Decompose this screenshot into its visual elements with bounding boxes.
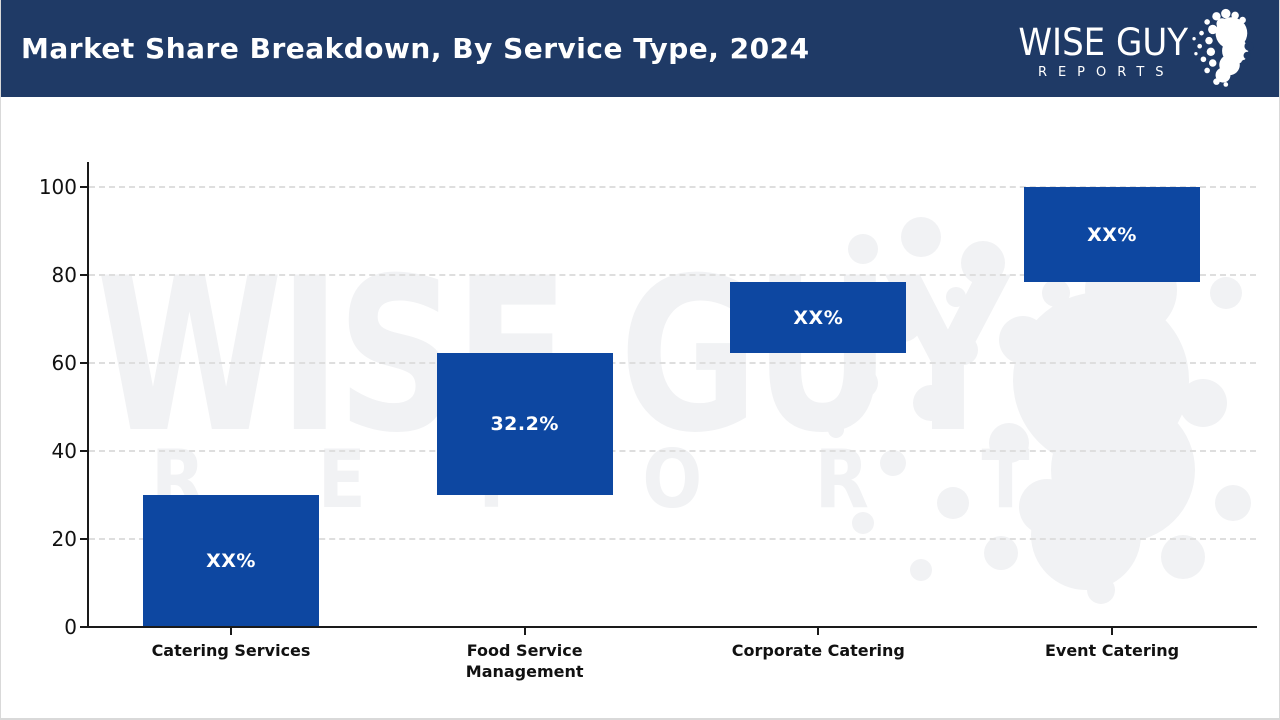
gridline-40 bbox=[89, 450, 1256, 452]
logo-text: WISE GUY REPORTS bbox=[1011, 24, 1195, 79]
y-tick-mark bbox=[80, 362, 88, 364]
y-tick-label: 20 bbox=[51, 527, 77, 551]
y-tick-mark bbox=[80, 626, 88, 628]
bar-value-label: XX% bbox=[793, 306, 844, 329]
y-tick-label: 100 bbox=[38, 175, 77, 199]
y-tick-mark bbox=[80, 186, 88, 188]
x-tick-label: Catering Services bbox=[151, 641, 311, 660]
x-tick-mark bbox=[523, 628, 526, 635]
y-tick-mark bbox=[80, 274, 88, 276]
x-tick-label: Food Service Management bbox=[465, 641, 584, 681]
x-tick-mark bbox=[1111, 628, 1113, 635]
logo-wordmark: WISE GUY bbox=[1018, 20, 1189, 64]
page-title: Market Share Breakdown, By Service Type,… bbox=[21, 32, 810, 65]
bar-value-label: XX% bbox=[206, 550, 256, 572]
y-tick-mark bbox=[80, 538, 88, 540]
y-tick-label: 60 bbox=[51, 351, 77, 375]
bar-segment: XX% bbox=[1024, 187, 1200, 283]
x-tick-label: Event Catering bbox=[1044, 641, 1180, 660]
y-tick-mark bbox=[80, 450, 88, 452]
x-tick-label: Corporate Catering bbox=[731, 641, 905, 660]
y-axis-line bbox=[87, 162, 89, 628]
y-tick-label: 0 bbox=[64, 615, 77, 639]
logo-face-icon bbox=[1192, 8, 1255, 87]
bar-value-label: 32.2% bbox=[490, 413, 559, 436]
y-tick-label: 80 bbox=[51, 263, 77, 287]
gridline-60 bbox=[89, 362, 1256, 364]
gridline-20 bbox=[89, 538, 1256, 540]
y-tick-label: 40 bbox=[51, 439, 77, 463]
x-tick-mark bbox=[230, 628, 232, 635]
gridline-80 bbox=[89, 274, 1256, 276]
wise-guy-reports-logo: WISE GUY REPORTS bbox=[1011, 6, 1271, 92]
bar-value-label: XX% bbox=[1087, 223, 1137, 246]
x-axis-line bbox=[87, 626, 1257, 628]
x-tick-mark bbox=[817, 628, 820, 635]
bar-segment: 32.2% bbox=[436, 353, 613, 495]
bar-segment: XX% bbox=[730, 282, 907, 354]
logo-subtitle: REPORTS bbox=[1037, 64, 1175, 80]
bar-segment: XX% bbox=[143, 495, 319, 627]
gridline-100 bbox=[89, 186, 1256, 188]
header-bar: Market Share Breakdown, By Service Type,… bbox=[1, 0, 1279, 97]
